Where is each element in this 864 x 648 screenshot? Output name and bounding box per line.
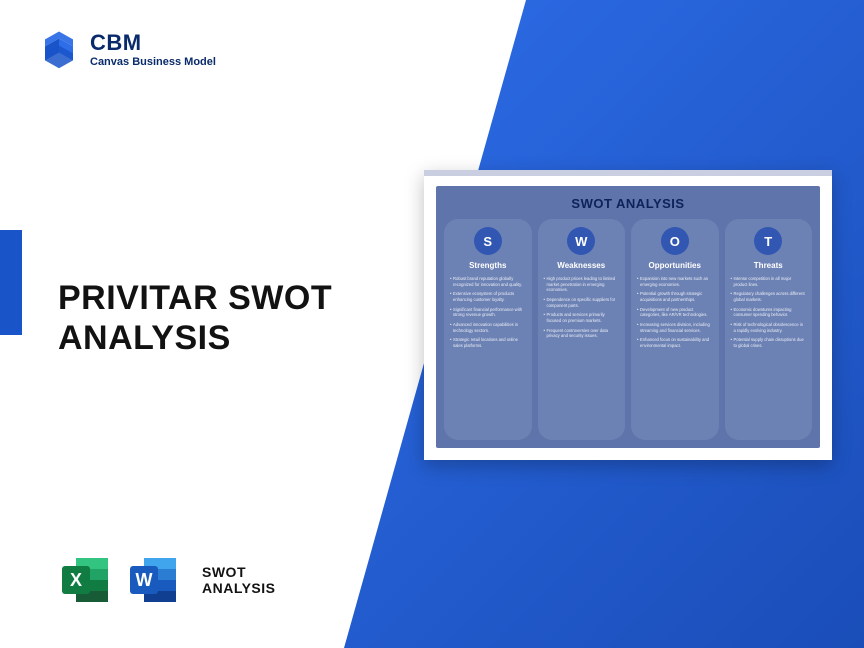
swot-panel: SWOT ANALYSIS S Strengths Robust brand r… — [436, 186, 820, 448]
swot-preview-card: SWOT ANALYSIS S Strengths Robust brand r… — [424, 170, 832, 460]
app-label-line-1: SWOT — [202, 564, 276, 580]
brand-logo-block: CBM Canvas Business Model — [38, 28, 216, 70]
swot-col-opportunities: O Opportunities Expansion into new marke… — [631, 219, 719, 440]
swot-label-strengths: Strengths — [469, 261, 506, 270]
swot-items-opportunities: Expansion into new markets such as emerg… — [637, 276, 713, 353]
swot-item: Development of new product categories, l… — [637, 307, 713, 318]
swot-item: Potential growth through strategic acqui… — [637, 291, 713, 302]
swot-item: Expansion into new markets such as emerg… — [637, 276, 713, 287]
swot-item: Enhanced focus on sustainability and env… — [637, 337, 713, 348]
swot-heading: SWOT ANALYSIS — [444, 196, 812, 211]
app-icons-label: SWOT ANALYSIS — [202, 564, 276, 596]
word-letter: W — [136, 570, 153, 590]
swot-item: Potential supply chain disruptions due t… — [731, 337, 807, 348]
swot-item: Dependence on specific suppliers for com… — [544, 297, 620, 308]
app-label-line-2: ANALYSIS — [202, 580, 276, 596]
swot-col-threats: T Threats Intense competition in all maj… — [725, 219, 813, 440]
brand-tagline: Canvas Business Model — [90, 56, 216, 68]
swot-item: Increasing services division, including … — [637, 322, 713, 333]
app-icons-row: X W SWOT ANALYSIS — [58, 552, 276, 608]
word-icon: W — [126, 552, 182, 608]
swot-items-threats: Intense competition in all major product… — [731, 276, 807, 353]
swot-item: Regulatory challenges across different g… — [731, 291, 807, 302]
swot-items-weaknesses: High product prices leading to limited m… — [544, 276, 620, 343]
title-line-2: ANALYSIS — [58, 319, 231, 357]
swot-item: Advanced innovation capabilities in tech… — [450, 322, 526, 333]
brand-name: CBM — [90, 30, 216, 56]
swot-item: Frequent controversies over data privacy… — [544, 328, 620, 339]
swot-item: Robust brand reputation globally recogni… — [450, 276, 526, 287]
swot-columns: S Strengths Robust brand reputation glob… — [444, 219, 812, 440]
excel-letter: X — [70, 570, 82, 590]
swot-col-strengths: S Strengths Robust brand reputation glob… — [444, 219, 532, 440]
swot-item: Economic downturns impacting consumer sp… — [731, 307, 807, 318]
swot-item: Significant financial performance with s… — [450, 307, 526, 318]
swot-letter-t: T — [754, 227, 782, 255]
swot-letter-w: W — [567, 227, 595, 255]
title-line-1: PRIVITAR SWOT — [58, 279, 332, 317]
swot-item: Risk of technological obsolescence in a … — [731, 322, 807, 333]
swot-item: Products and services primarily focused … — [544, 312, 620, 323]
brand-logo-text: CBM Canvas Business Model — [90, 30, 216, 68]
swot-item: Extensive ecosystem of products enhancin… — [450, 291, 526, 302]
swot-col-weaknesses: W Weaknesses High product prices leading… — [538, 219, 626, 440]
swot-item: Intense competition in all major product… — [731, 276, 807, 287]
swot-letter-s: S — [474, 227, 502, 255]
swot-items-strengths: Robust brand reputation globally recogni… — [450, 276, 526, 353]
swot-item: Strategic retail locations and online sa… — [450, 337, 526, 348]
swot-label-opportunities: Opportunities — [649, 261, 701, 270]
excel-icon: X — [58, 552, 114, 608]
swot-label-weaknesses: Weaknesses — [557, 261, 605, 270]
brand-logo-icon — [38, 28, 80, 70]
page-title: PRIVITAR SWOT ANALYSIS — [58, 278, 418, 358]
left-accent-bar — [0, 230, 22, 335]
swot-item: High product prices leading to limited m… — [544, 276, 620, 293]
swot-letter-o: O — [661, 227, 689, 255]
swot-label-threats: Threats — [754, 261, 783, 270]
